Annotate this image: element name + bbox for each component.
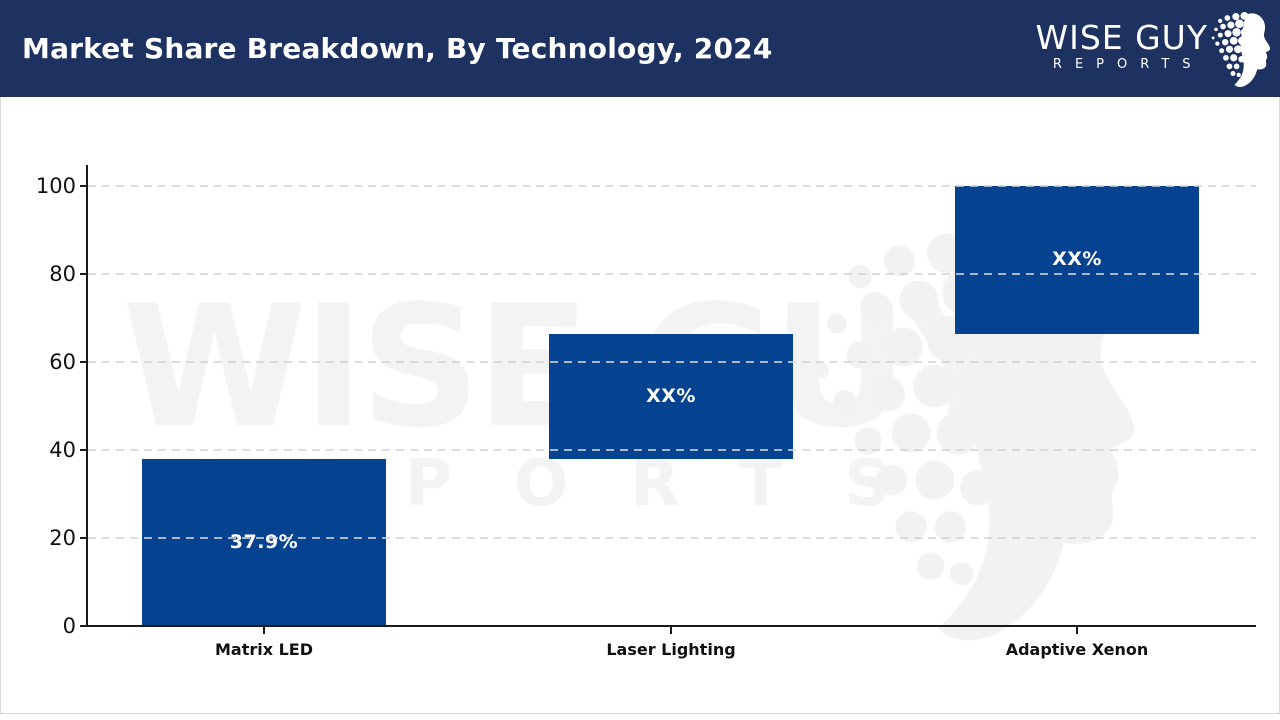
x-axis-tick	[1076, 627, 1078, 634]
gridline-20	[88, 537, 1256, 539]
gridline-60	[88, 361, 1256, 363]
y-axis-tick	[80, 185, 86, 187]
figure-border-bottom	[0, 713, 1280, 714]
y-tick-label: 80	[49, 262, 76, 286]
bar-label: 37.9%	[229, 530, 299, 553]
y-tick-label: 60	[49, 350, 76, 374]
gridline-80	[88, 273, 1256, 275]
figure-border-left	[0, 97, 1, 714]
y-tick-label: 20	[49, 526, 76, 550]
y-tick-label: 0	[62, 614, 76, 638]
bar-laser-lighting	[549, 334, 793, 460]
gridline-100	[88, 185, 1256, 187]
x-tick-label-2: Laser Lighting	[606, 640, 736, 659]
y-axis-tick	[80, 625, 86, 627]
y-axis-tick	[80, 273, 86, 275]
x-axis	[86, 625, 1256, 627]
bar-adaptive-xenon	[955, 186, 1199, 335]
y-tick-label: 100	[35, 174, 76, 198]
x-axis-tick	[670, 627, 672, 634]
gridline-40	[88, 449, 1256, 451]
bar-label: XX%	[1052, 248, 1102, 271]
wiseguy-logo: WISE GUY REPORTS	[1034, 6, 1270, 92]
y-axis-tick	[80, 361, 86, 363]
wiseguy-logo-line2: REPORTS	[1052, 57, 1204, 73]
header-bar: Market Share Breakdown, By Technology, 2…	[0, 0, 1280, 97]
wiseguy-logo-line1: WISE GUY	[1035, 18, 1208, 57]
bar-matrix-led	[142, 459, 386, 626]
bar-label: XX%	[646, 384, 696, 407]
x-tick-label-3: Adaptive Xenon	[1005, 640, 1149, 659]
y-axis-tick	[80, 449, 86, 451]
y-tick-label: 40	[49, 438, 76, 462]
y-axis-tick	[80, 537, 86, 539]
wiseguy-head-icon	[1211, 11, 1270, 87]
wiseguy-logo-text: WISE GUY REPORTS	[1035, 18, 1208, 72]
x-axis-tick	[263, 627, 265, 634]
y-axis	[86, 165, 88, 627]
page-title: Market Share Breakdown, By Technology, 2…	[22, 32, 773, 65]
x-tick-label-1: Matrix LED	[214, 640, 314, 659]
